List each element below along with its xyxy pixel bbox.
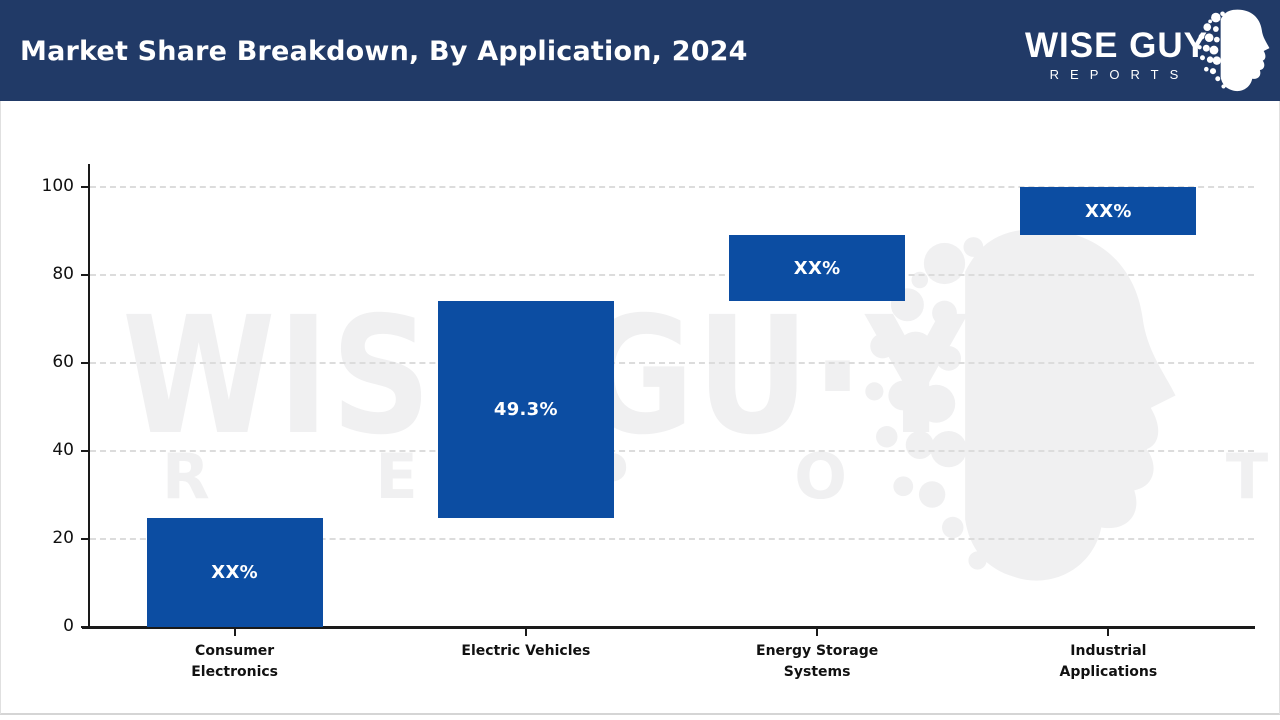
y-axis-line <box>88 164 90 629</box>
watermark-face-icon <box>865 229 1176 581</box>
bar-consumer-electronics: XX% <box>146 517 323 627</box>
bar-electric-vehicles: 49.3% <box>437 300 614 518</box>
y-tick-label-60: 60 <box>52 351 74 372</box>
chart-plot-area: 0 20 40 60 80 100 XX% 49.3% XX% XX% Consumer Elect… <box>0 101 1280 713</box>
y-tick-label-40: 40 <box>52 439 74 460</box>
y-tick-label-20: 20 <box>52 527 74 548</box>
gridline-100 <box>90 185 1254 188</box>
page-border-left <box>0 101 1 714</box>
bar-industrial-applications: XX% <box>1020 186 1197 236</box>
chart-title: Market Share Breakdown, By Application, … <box>20 36 748 67</box>
page-border-bottom <box>0 713 1280 715</box>
header-bar: Market Share Breakdown, By Application, … <box>0 0 1280 101</box>
brand-face-icon <box>1197 9 1270 92</box>
bar-value-label-electric-vehicles: 49.3% <box>493 398 558 420</box>
brand-subtitle: REPORTS <box>1049 67 1190 82</box>
y-tick-mark-0 <box>81 626 88 628</box>
bar-energy-storage-systems: XX% <box>729 235 906 301</box>
gridline-40 <box>90 449 1254 452</box>
y-tick-mark-40 <box>81 449 88 452</box>
gridline-80 <box>90 273 1254 276</box>
x-tick-mark-electric-vehicles <box>524 629 527 636</box>
y-tick-label-80: 80 <box>52 263 74 284</box>
bar-value-label-industrial-applications: XX% <box>1085 200 1132 222</box>
y-tick-mark-20 <box>81 537 88 540</box>
y-tick-label-0: 0 <box>63 616 74 636</box>
x-axis-label-industrial-applications: Industrial Applications <box>1059 643 1158 680</box>
bar-value-label-consumer-electronics: XX% <box>211 561 258 583</box>
x-tick-mark-energy-storage-systems <box>816 629 819 636</box>
bar-value-label-energy-storage-systems: XX% <box>793 257 841 279</box>
x-axis-label-electric-vehicles: Electric Vehicles <box>461 643 591 659</box>
x-tick-mark-consumer-electronics <box>233 629 236 636</box>
brand-name: WISE GUY <box>1024 26 1208 65</box>
y-tick-label-100: 100 <box>41 175 74 196</box>
gridline-60 <box>90 361 1254 364</box>
y-tick-mark-100 <box>81 185 88 188</box>
brand-logo: WISE GUY REPORTS <box>1025 6 1270 96</box>
brand-text: WISE GUY REPORTS <box>1025 28 1208 82</box>
gridline-20 <box>90 537 1254 540</box>
x-axis-line <box>82 626 1255 629</box>
x-axis-label-consumer-electronics: Consumer Electronics <box>191 643 279 680</box>
x-axis-label-energy-storage-systems: Energy Storage Systems <box>756 643 879 680</box>
y-tick-mark-80 <box>81 273 88 276</box>
x-tick-mark-industrial-applications <box>1107 629 1110 636</box>
y-tick-mark-60 <box>81 361 88 364</box>
